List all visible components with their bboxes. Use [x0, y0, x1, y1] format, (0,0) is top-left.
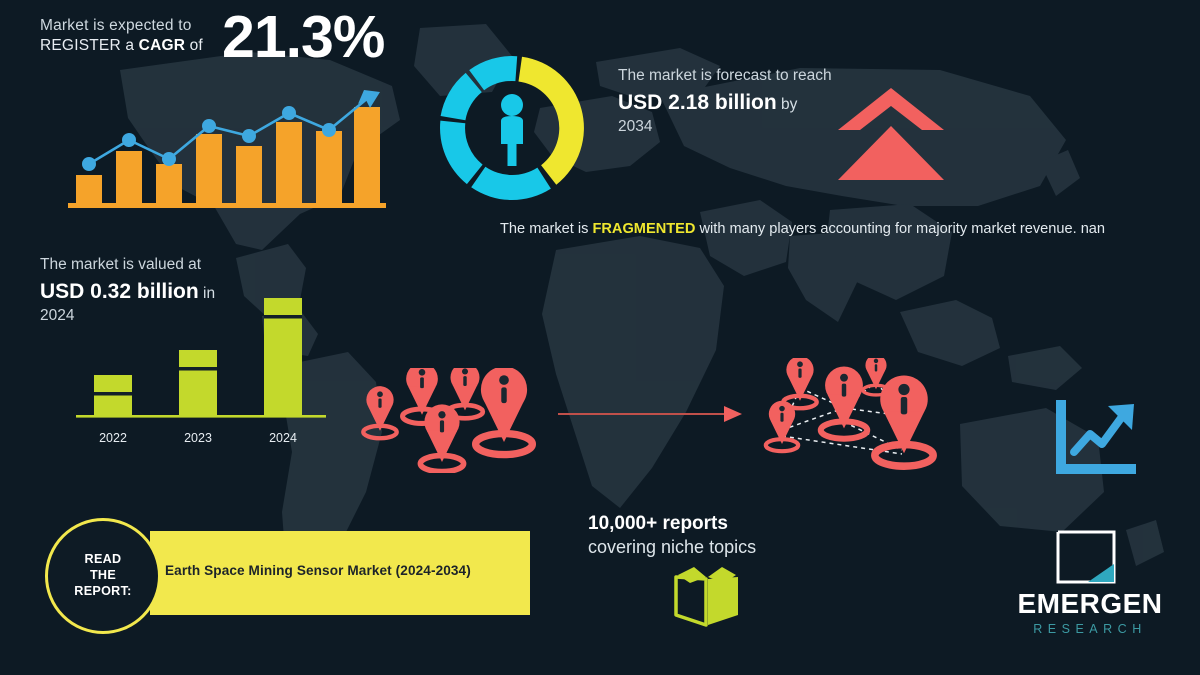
- up-arrows-icon: [838, 88, 944, 180]
- flow-arrow-icon: [558, 406, 742, 422]
- valued-year: 2024: [40, 306, 75, 324]
- chevron-up-icon: [838, 88, 944, 130]
- forecast-year: 2034: [618, 117, 653, 135]
- location-pin: [861, 358, 891, 397]
- donut-segment-cyan-4: [469, 56, 518, 91]
- forecast-lead: The market is forecast to reach: [618, 67, 832, 84]
- historic-value-chart: 2022 2023 2024: [76, 270, 326, 445]
- trend-arrowhead: [358, 90, 380, 108]
- growth-chart-icon: [1056, 400, 1136, 474]
- cagr-statement: Market is expected to REGISTER a CAGR of: [40, 16, 270, 56]
- logo-square-icon: [1056, 530, 1116, 584]
- trend-line: [87, 96, 370, 166]
- trend-points: [82, 106, 336, 171]
- cagr-growth-chart: [68, 90, 386, 208]
- person-icon: [501, 94, 523, 166]
- open-book-icon: [674, 567, 738, 627]
- location-pin: [417, 404, 467, 473]
- location-pin: [871, 375, 937, 470]
- reports-subtitle: covering niche topics: [588, 537, 757, 558]
- triangle-up-icon: [838, 126, 944, 180]
- reports-count: 10,000+ reports: [588, 513, 728, 534]
- logo-wordmark: EMERGEN: [1017, 588, 1163, 619]
- green-chart-baseline: [76, 415, 326, 418]
- donut-segment-cyan-3: [440, 72, 482, 121]
- logo-subtitle: RESEARCH: [1033, 622, 1147, 636]
- green-chart-label-2024: 2024: [269, 431, 297, 445]
- donut-segment-cyan-2: [440, 120, 483, 185]
- location-pin: [471, 368, 537, 459]
- fragmented-keyword: FRAGMENTED: [592, 221, 696, 237]
- cagr-keyword: CAGR: [138, 36, 186, 54]
- donut-segment-cyan-1: [471, 166, 551, 200]
- valued-value-line: USD 0.32 billion in: [40, 279, 320, 306]
- valued-value: USD 0.32 billion: [40, 279, 199, 303]
- cagr-line-2-post: of: [185, 36, 203, 54]
- location-pin: [361, 386, 399, 441]
- report-title[interactable]: Earth Space Mining Sensor Market (2024-2…: [165, 563, 471, 578]
- read-report-bar[interactable]: [150, 531, 530, 615]
- read-report-button[interactable]: READ THE REPORT:: [45, 518, 161, 634]
- donut-segment-yellow: [518, 56, 584, 185]
- market-share-donut: [440, 56, 584, 200]
- connected-location-pins: [763, 358, 937, 470]
- fragmentation-statement: The market is FRAGMENTED with many playe…: [500, 219, 1130, 240]
- bar-2022: [94, 375, 132, 415]
- cagr-line-2-pre: REGISTER a: [40, 36, 139, 54]
- valued-lead: The market is valued at: [40, 256, 202, 273]
- cagr-line-2: REGISTER a CAGR of: [40, 36, 270, 56]
- fragmented-post: with many players accounting for majorit…: [695, 221, 1106, 237]
- cagr-value: 21.3%: [222, 4, 385, 70]
- green-chart-label-2023: 2023: [184, 431, 212, 445]
- location-pin: [817, 366, 871, 442]
- forecast-by: by: [776, 95, 798, 113]
- valued-in: in: [198, 284, 216, 302]
- valuation-statement: The market is valued at USD 0.32 billion…: [40, 255, 320, 326]
- chart-bars: [76, 107, 380, 203]
- emergen-research-logo: EMERGEN RESEARCH: [1000, 530, 1180, 650]
- forecast-statement: The market is forecast to reach USD 2.18…: [618, 66, 858, 137]
- cagr-line-1: Market is expected to: [40, 17, 192, 34]
- reports-count-block: 10,000+ reports covering niche topics: [588, 512, 838, 559]
- read-report-label: READ THE REPORT:: [74, 552, 132, 598]
- forecast-value: USD 2.18 billion: [618, 90, 777, 114]
- bar-2024: [264, 298, 302, 415]
- fragmented-pre: The market is: [500, 221, 593, 237]
- bar-2023: [179, 350, 217, 415]
- scattered-location-pins: [361, 368, 537, 473]
- forecast-value-line: USD 2.18 billion by: [618, 90, 858, 117]
- chart-baseline: [68, 203, 386, 208]
- green-chart-label-2022: 2022: [99, 431, 127, 445]
- location-pin: [444, 368, 486, 421]
- location-pin: [781, 358, 819, 411]
